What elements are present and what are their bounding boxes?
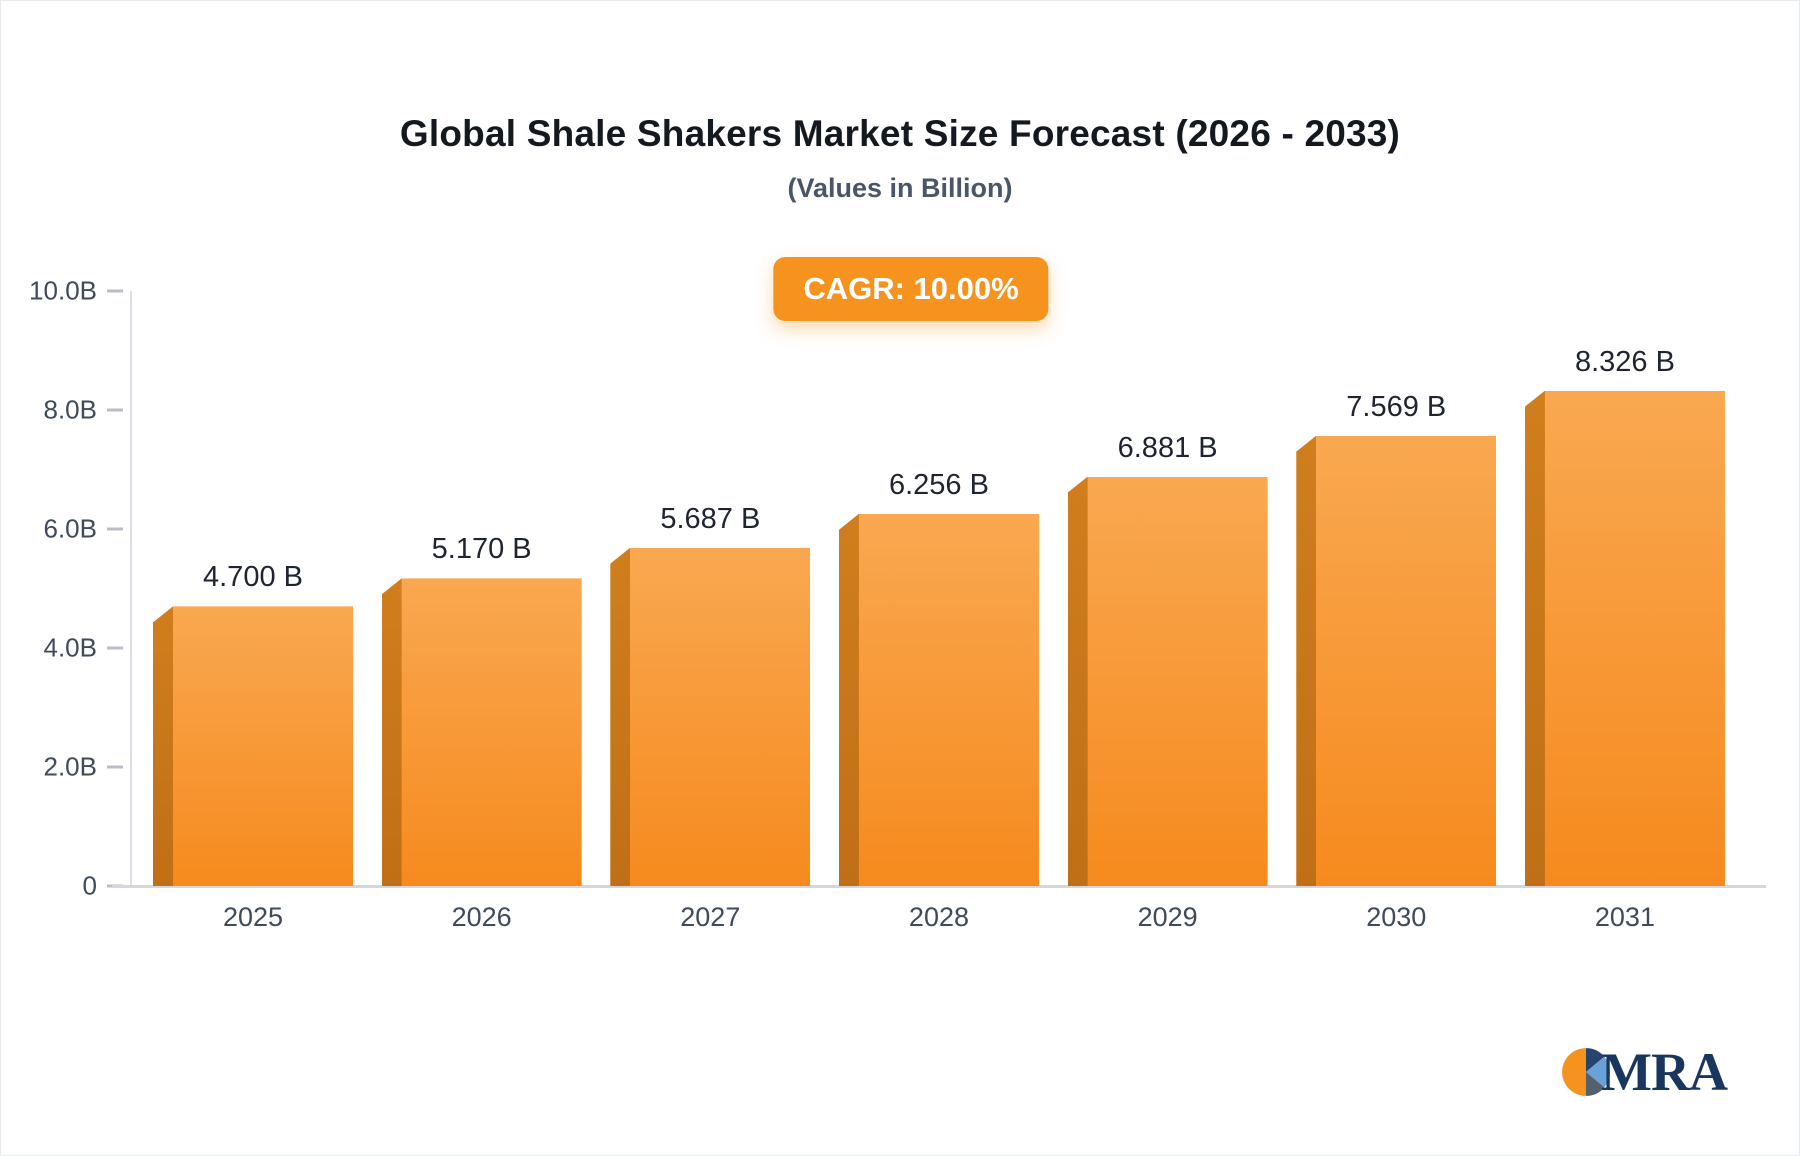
bar-value-label: 5.687 B <box>660 502 761 535</box>
bar-value-label: 5.170 B <box>431 533 532 566</box>
bar-group: 4.700 B 2025 <box>153 291 353 932</box>
x-axis-category-label: 2026 <box>451 902 512 932</box>
bar <box>153 606 353 886</box>
logo-pie-icon <box>1562 1048 1610 1096</box>
x-axis-line <box>112 885 1766 888</box>
cagr-badge: CAGR: 10.00% <box>773 257 1049 321</box>
bar <box>610 547 811 886</box>
y-tick-label: 4.0B <box>43 632 98 663</box>
bar <box>1067 476 1268 886</box>
bar <box>1296 435 1497 886</box>
bar-value-label: 6.256 B <box>888 468 989 501</box>
bar-value-label: 4.700 B <box>203 561 303 594</box>
chart-title: Global Shale Shakers Market Size Forecas… <box>399 113 1401 154</box>
bar <box>838 513 1039 886</box>
y-tick-label: 2.0B <box>43 751 98 782</box>
y-tick-mark <box>107 646 123 650</box>
mra-logo: MRA <box>1561 1041 1728 1103</box>
y-tick-mark <box>107 408 123 412</box>
y-tick-mark <box>107 289 123 293</box>
x-axis-category-label: 2031 <box>1594 902 1655 932</box>
y-axis: 10.0B 8.0B 6.0B 4.0B 2.0B 0 <box>1 276 123 901</box>
y-tick: 4.0B <box>43 632 123 664</box>
y-tick: 6.0B <box>43 513 123 545</box>
y-tick-label: 8.0B <box>43 394 98 425</box>
plot-area: 4.700 B 2025 5.170 B 2026 5.687 B 2027 6… <box>153 291 1725 932</box>
bar-group: 7.569 B 2030 <box>1296 291 1497 932</box>
bar-group: 5.687 B 2027 <box>610 291 811 932</box>
x-axis-category-label: 2029 <box>1137 902 1198 932</box>
logo-text: MRA <box>1601 1042 1728 1102</box>
y-tick-label: 0 <box>82 870 97 901</box>
chart-subtitle: (Values in Billion) <box>787 173 1013 203</box>
x-axis-category-label: 2027 <box>680 902 741 932</box>
bar <box>1524 390 1725 886</box>
bar-group: 6.256 B 2028 <box>838 291 1039 932</box>
bar-group: 5.170 B 2026 <box>381 291 582 932</box>
x-axis-category-label: 2030 <box>1366 902 1427 932</box>
x-axis-category-label: 2025 <box>222 902 284 932</box>
x-axis-category-label: 2028 <box>908 902 969 932</box>
y-axis-line <box>130 291 132 887</box>
y-tick: 10.0B <box>29 276 123 307</box>
y-tick: 2.0B <box>43 751 123 783</box>
bar-value-label: 7.569 B <box>1346 390 1447 423</box>
bar-value-label: 8.326 B <box>1574 345 1675 378</box>
y-tick-mark <box>107 527 123 531</box>
y-tick-label: 6.0B <box>43 513 98 544</box>
bar-group: 6.881 B 2029 <box>1067 291 1268 932</box>
bar-group: 8.326 B 2031 <box>1524 291 1725 932</box>
y-tick-mark <box>107 765 123 769</box>
y-tick: 8.0B <box>43 394 123 426</box>
bar-value-label: 6.881 B <box>1117 431 1218 464</box>
y-tick-label: 10.0B <box>29 275 97 306</box>
bar <box>381 578 582 886</box>
